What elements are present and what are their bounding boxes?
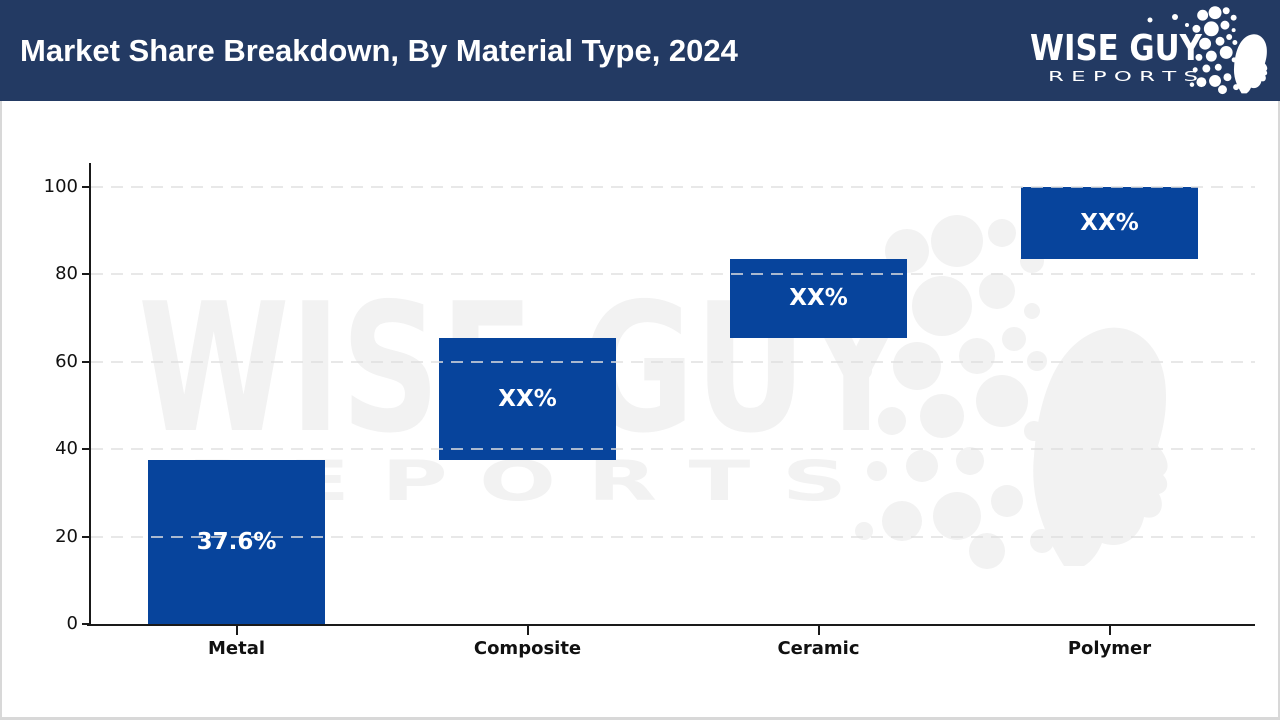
x-tick-mark: [1108, 626, 1111, 635]
y-axis-spine: [89, 163, 91, 626]
chart-area: WISE GUY R E P O R T S 37.6% XX% XX% XX% 0 20…: [0, 101, 1280, 720]
bar-value-label: 37.6%: [196, 528, 277, 555]
y-tick-label: 100: [43, 176, 78, 197]
y-tick-label: 0: [66, 613, 78, 634]
x-axis-spine: [87, 624, 1255, 626]
gridline-20: [91, 535, 1255, 538]
gridline-100: [91, 186, 1255, 188]
x-category-label-ceramic: Ceramic: [777, 638, 860, 659]
logo-wordmark: WISE GUY: [1030, 28, 1203, 69]
x-tick-mark: [817, 626, 820, 635]
y-tick-label: 80: [55, 263, 78, 285]
y-tick-mark: [82, 448, 91, 451]
gridline-60: [91, 360, 1255, 363]
gridline-40: [91, 448, 1255, 451]
header-bar: Market Share Breakdown, By Material Type…: [0, 0, 1280, 101]
bar-polymer: [1021, 187, 1198, 260]
x-tick-mark: [235, 626, 238, 635]
y-tick-mark: [82, 623, 91, 625]
x-category-label-metal: Metal: [207, 638, 266, 659]
bar-value-label: XX%: [1080, 210, 1139, 237]
x-category-label-polymer: Polymer: [1067, 638, 1152, 659]
wise-guy-reports-logo: WISE GUY R E P O R T S: [1030, 5, 1268, 94]
y-tick-mark: [82, 535, 91, 538]
y-tick-mark: [82, 273, 91, 276]
y-tick-mark: [82, 186, 91, 188]
x-tick-mark: [526, 626, 529, 635]
y-tick-mark: [82, 360, 91, 363]
bar-ceramic: [730, 259, 907, 338]
y-tick-label: 20: [55, 525, 78, 547]
gridline-80: [91, 273, 1255, 276]
logo-subtitle: R E P O R T S: [1048, 70, 1198, 85]
plot-region: 37.6% XX% XX% XX% 0 20 40 60 80 100 Metal Composite…: [2, 101, 1280, 720]
y-tick-label: 40: [55, 438, 78, 460]
bar-value-label: XX%: [789, 285, 848, 312]
bar-metal: [148, 459, 325, 624]
bar-composite: [439, 337, 616, 460]
bar-value-label: XX%: [498, 385, 557, 412]
x-category-label-composite: Composite: [473, 638, 582, 659]
y-tick-label: 60: [55, 350, 78, 372]
chart-title: Market Share Breakdown, By Material Type…: [20, 32, 738, 68]
